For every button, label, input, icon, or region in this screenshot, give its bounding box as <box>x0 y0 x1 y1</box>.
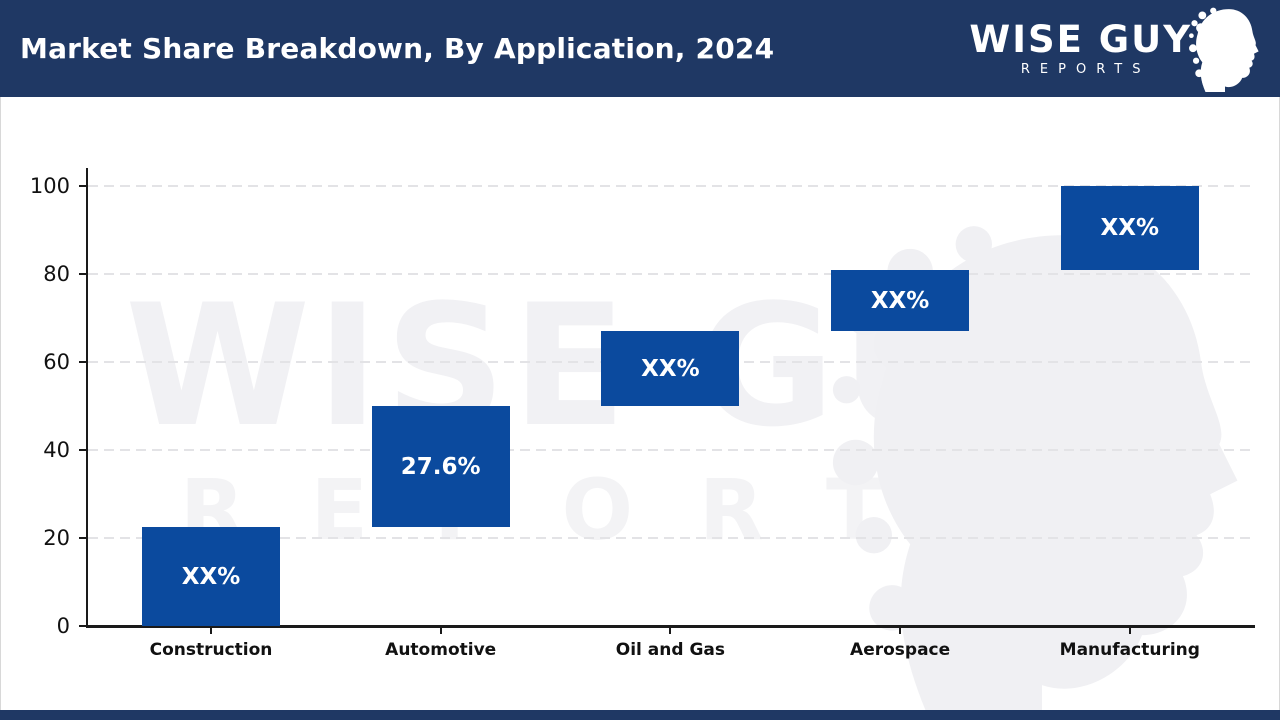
chart-title: Market Share Breakdown, By Application, … <box>20 32 775 65</box>
x-axis-label: Automotive <box>385 640 497 660</box>
bar-value-label: XX% <box>641 355 700 382</box>
y-tick-label: 80 <box>43 262 70 286</box>
x-axis-line <box>88 625 1255 628</box>
bar-value-label: XX% <box>181 563 241 590</box>
x-tick-mark <box>1128 626 1131 634</box>
y-tick-mark <box>79 185 88 187</box>
logo-wordmark: WISE GUY REPORTS <box>969 21 1192 76</box>
footer-bar <box>0 710 1280 720</box>
wiseguy-logo: WISE GUY REPORTS <box>969 6 1262 92</box>
y-tick-mark <box>79 273 88 275</box>
gridline <box>88 449 1255 451</box>
x-axis-label: Manufacturing <box>1059 640 1200 660</box>
bar-value-label: 27.6% <box>400 453 481 480</box>
bar: XX% <box>1060 186 1199 271</box>
logo-line1: WISE GUY <box>969 18 1192 61</box>
y-tick-mark <box>79 537 88 539</box>
x-tick-mark <box>439 626 442 634</box>
bar: XX% <box>142 527 280 626</box>
y-tick-label: 60 <box>43 350 70 374</box>
gridline <box>88 273 1255 275</box>
y-axis-line <box>86 168 88 628</box>
y-tick-mark <box>79 625 88 627</box>
x-tick-mark <box>669 626 672 634</box>
logo-line2: REPORTS <box>1020 62 1151 77</box>
bar: XX% <box>831 270 970 332</box>
bar-value-label: XX% <box>870 287 930 314</box>
bar-value-label: XX% <box>1100 215 1160 242</box>
y-tick-label: 40 <box>43 438 70 462</box>
x-axis-label: Oil and Gas <box>615 640 725 660</box>
header: Market Share Breakdown, By Application, … <box>0 0 1280 97</box>
y-tick-label: 100 <box>29 174 70 198</box>
y-tick-mark <box>79 361 88 363</box>
y-tick-label: 0 <box>56 614 70 638</box>
gridline <box>88 185 1255 187</box>
bar: XX% <box>601 331 740 406</box>
y-tick-mark <box>79 449 88 451</box>
x-axis-label: Aerospace <box>850 640 951 660</box>
x-tick-mark <box>899 626 902 634</box>
gridline <box>88 537 1255 539</box>
y-tick-label: 20 <box>43 526 70 550</box>
x-tick-mark <box>210 626 212 634</box>
bar: 27.6% <box>371 406 510 528</box>
x-axis-label: Construction <box>149 640 273 660</box>
